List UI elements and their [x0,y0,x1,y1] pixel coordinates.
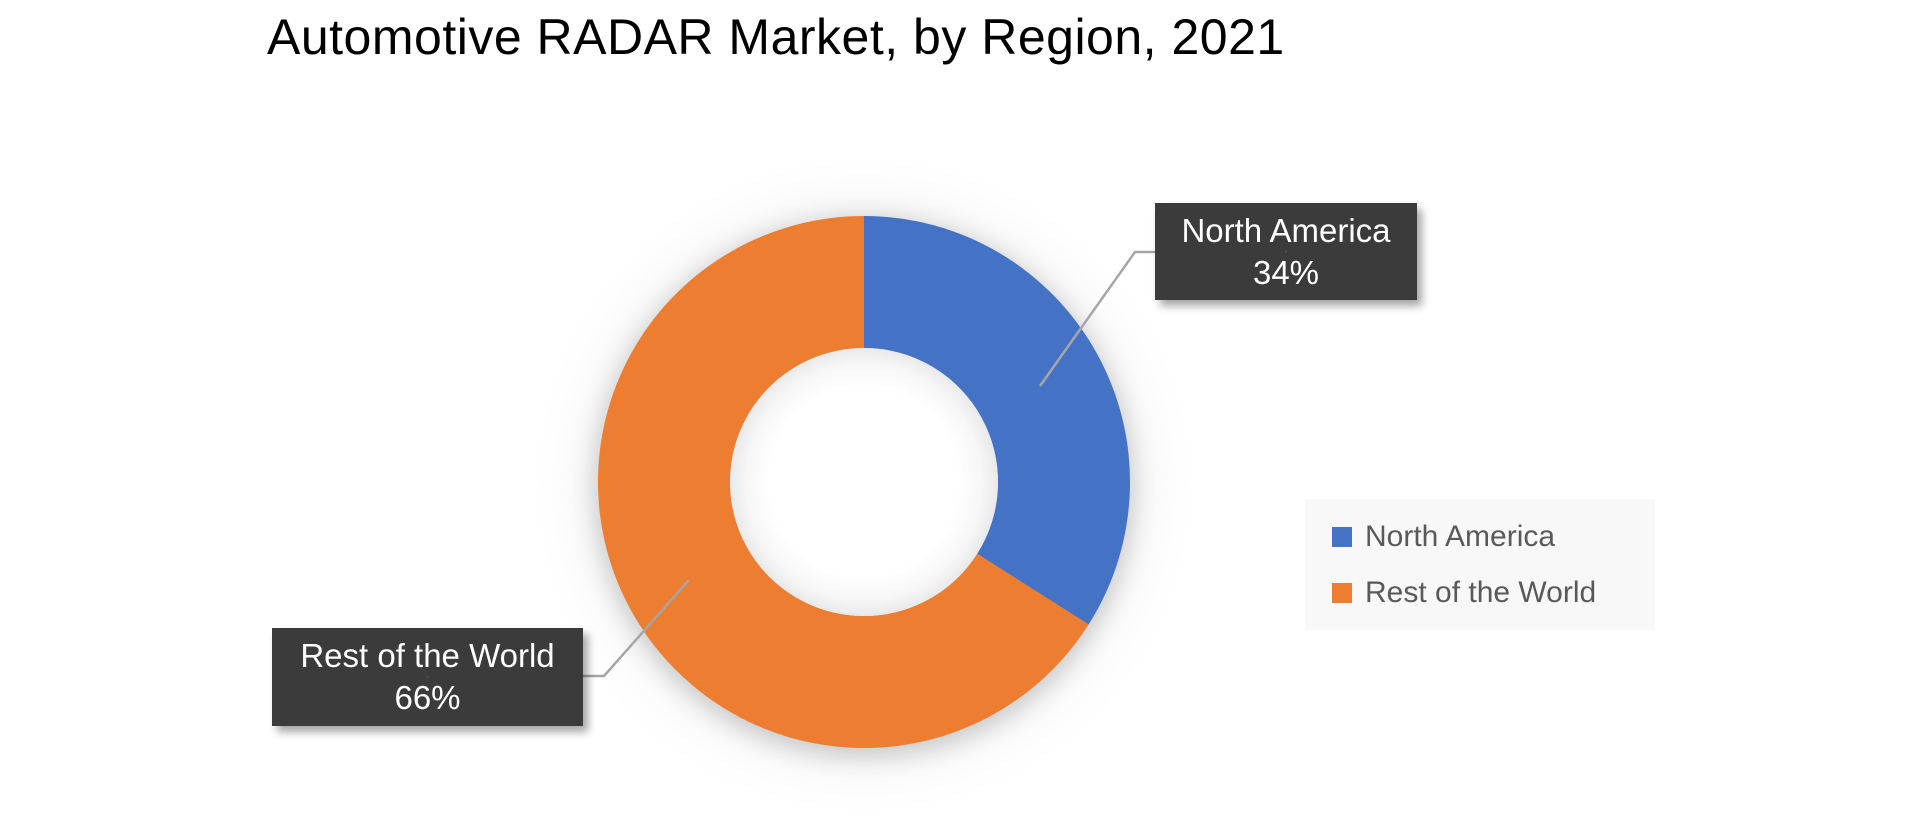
callout-north-america-value: 34% [1252,253,1320,291]
callout-rest-of-world-label: Rest of the World [300,637,555,674]
legend-item-north-america: North America [1332,520,1655,554]
legend-item-rest-of-world: Rest of the World [1332,576,1655,610]
legend: North America Rest of the World [1305,499,1655,630]
legend-label-north-america: North America [1365,519,1556,553]
legend-swatch-north-america [1332,526,1352,547]
leader-line-north-america [1038,250,1157,387]
legend-swatch-rest-of-world [1332,582,1352,603]
callout-north-america-label: North America [1181,211,1391,249]
legend-label-rest-of-world: Rest of the World [1365,575,1597,609]
leader-line-rest-of-world [583,579,690,678]
callout-rest-of-world-value: 66% [394,679,461,716]
slice-rest-of-the-world [597,216,1089,748]
donut-slices [597,216,1130,748]
donut-hole [730,348,998,616]
callout-rest-of-world: Rest of the World 66% [272,628,583,726]
slice-north-america [864,216,1130,625]
callout-north-america: North America 34% [1155,203,1417,300]
chart-title: Automotive RADAR Market, by Region, 2021 [267,9,1285,65]
